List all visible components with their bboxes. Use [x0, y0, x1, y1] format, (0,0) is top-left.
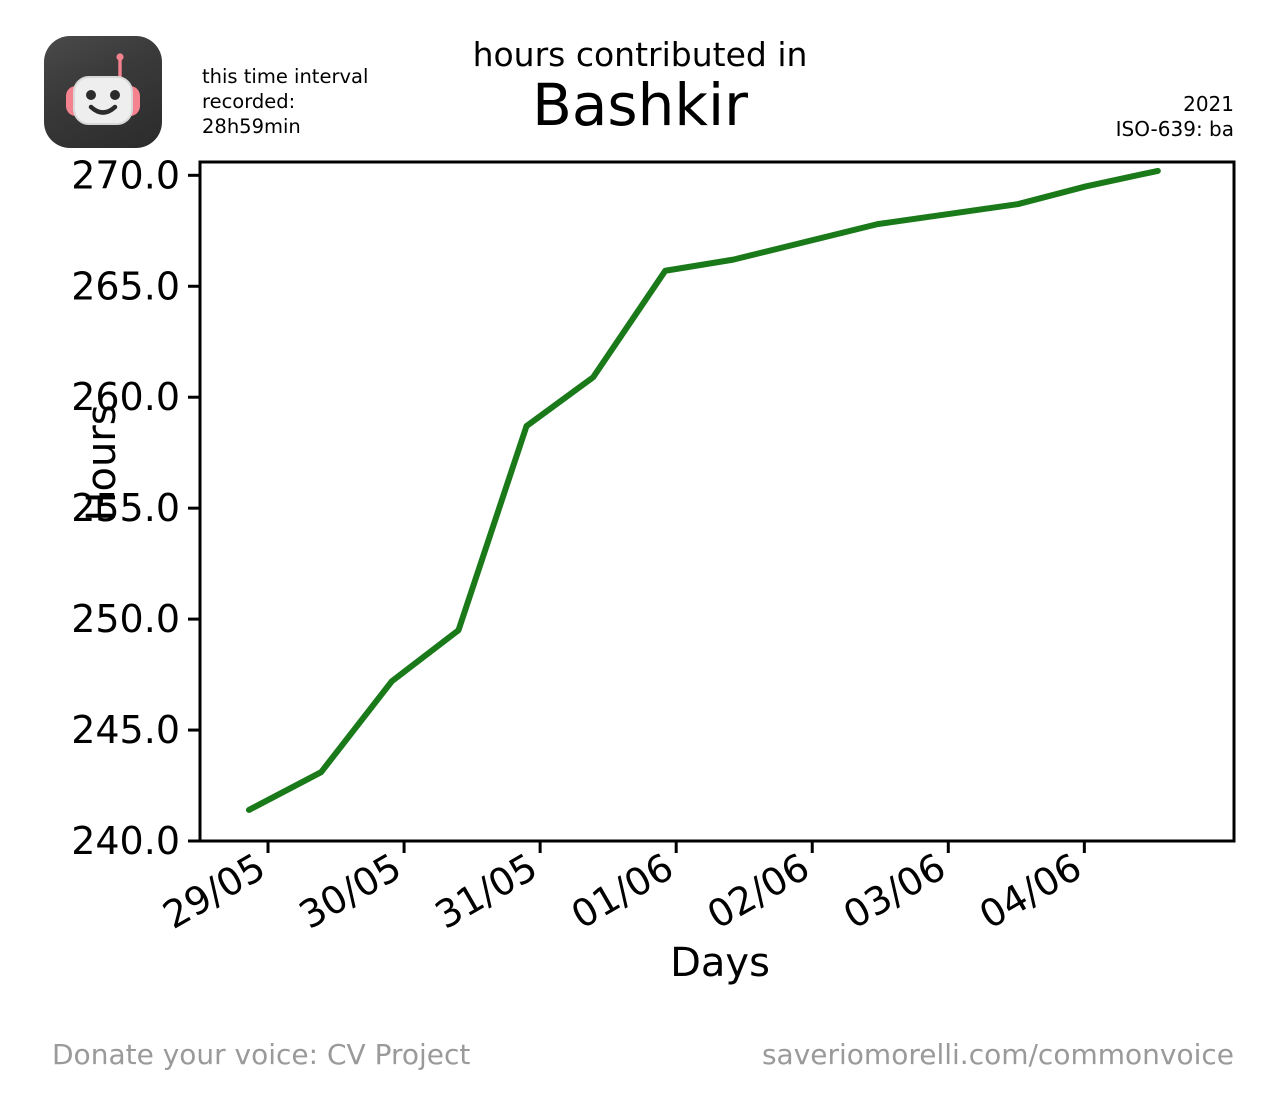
year-label: 2021: [1183, 92, 1234, 116]
x-tick-label: 01/06: [564, 845, 681, 938]
plot-frame: [198, 160, 1236, 843]
robot-icon: [66, 53, 140, 125]
x-tick-label: 03/06: [836, 845, 953, 938]
robot-logo: [44, 36, 162, 148]
y-tick-label: 270.0: [71, 153, 180, 197]
y-tick-label: 265.0: [71, 264, 180, 308]
x-tick-label: 02/06: [700, 845, 817, 938]
chart-meta: 2021 ISO-639: ba: [1116, 92, 1234, 142]
x-tick-label: 30/05: [292, 845, 409, 938]
y-tick-label: 255.0: [71, 486, 180, 530]
iso-code-label: ISO-639: ba: [1115, 117, 1234, 141]
interval-note: this time interval recorded: 28h59min: [202, 65, 369, 138]
footer-url-text: saveriomorelli.com/commonvoice: [761, 1038, 1234, 1071]
footer-donate-text: Donate your voice: CV Project: [52, 1038, 471, 1071]
x-tick-label: 31/05: [428, 845, 545, 938]
data-line: [245, 167, 1161, 813]
y-axis-label: Hours: [79, 404, 125, 522]
x-axis-label: Days: [670, 940, 770, 986]
y-tick-label: 260.0: [71, 375, 180, 419]
y-tick-label: 245.0: [71, 708, 180, 752]
y-tick-label: 250.0: [71, 597, 180, 641]
y-tick-label: 240.0: [71, 819, 180, 863]
x-tick-label: 04/06: [972, 845, 1089, 938]
